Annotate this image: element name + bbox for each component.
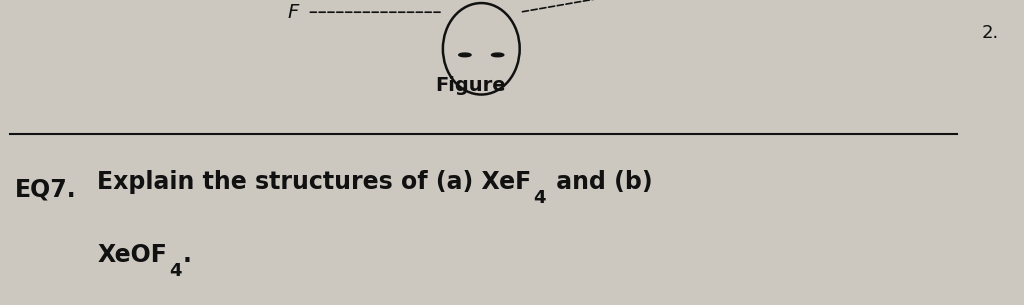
Text: Figure: Figure (436, 76, 506, 95)
Text: XeOF: XeOF (97, 243, 167, 267)
Text: 4: 4 (169, 262, 181, 280)
Text: 2.: 2. (981, 24, 998, 42)
Circle shape (459, 53, 471, 57)
Circle shape (492, 53, 504, 57)
Text: 4: 4 (534, 189, 546, 207)
Text: F: F (633, 0, 644, 3)
Text: EQ7.: EQ7. (15, 177, 77, 201)
Text: .: . (182, 243, 191, 267)
Text: F: F (288, 3, 299, 22)
Text: Explain the structures of (a) XeF: Explain the structures of (a) XeF (97, 170, 531, 194)
Text: and (b): and (b) (548, 170, 652, 194)
